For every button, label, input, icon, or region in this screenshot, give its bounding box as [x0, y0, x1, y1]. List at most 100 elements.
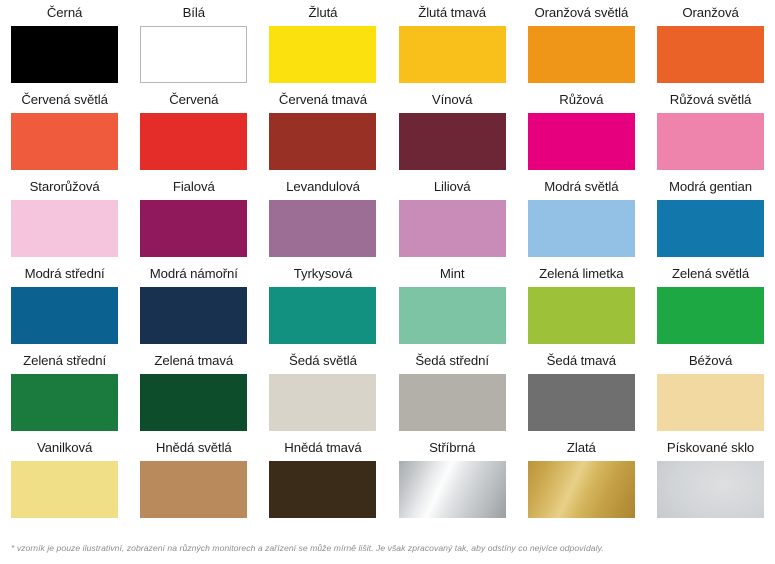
swatch-cell[interactable]: Modrá námořní: [129, 261, 258, 348]
swatch-cell[interactable]: Mint: [388, 261, 517, 348]
swatch-cell[interactable]: Starorůžová: [0, 174, 129, 261]
swatch-color-chip[interactable]: [11, 26, 119, 83]
swatch-color-chip[interactable]: [140, 200, 248, 257]
swatch-cell[interactable]: Hnědá tmavá: [258, 435, 387, 522]
swatch-label: Žlutá tmavá: [418, 5, 487, 20]
swatch-label: Červená tmavá: [278, 92, 368, 107]
swatch-color-chip[interactable]: [398, 287, 506, 344]
swatch-label: Vanilková: [36, 440, 93, 455]
swatch-cell[interactable]: Pískované sklo: [646, 435, 775, 522]
swatch-cell[interactable]: Tyrkysová: [258, 261, 387, 348]
swatch-label: Modrá střední: [24, 266, 105, 281]
swatch-color-chip[interactable]: [140, 374, 248, 431]
swatch-cell[interactable]: Liliová: [388, 174, 517, 261]
swatch-color-chip[interactable]: [527, 113, 635, 170]
swatch-label: Starorůžová: [29, 179, 100, 194]
swatch-cell[interactable]: Oranžová: [646, 0, 775, 87]
swatch-color-chip[interactable]: [657, 287, 765, 344]
swatch-cell[interactable]: Modrá střední: [0, 261, 129, 348]
swatch-label: Šedá střední: [415, 353, 489, 368]
swatch-cell[interactable]: Levandulová: [258, 174, 387, 261]
swatch-color-chip[interactable]: [398, 461, 506, 518]
swatch-cell[interactable]: Bílá: [129, 0, 258, 87]
swatch-color-chip[interactable]: [527, 374, 635, 431]
swatch-color-chip[interactable]: [657, 374, 765, 431]
swatch-color-chip[interactable]: [11, 374, 119, 431]
swatch-cell[interactable]: Červená tmavá: [258, 87, 387, 174]
swatch-cell[interactable]: Růžová světlá: [646, 87, 775, 174]
swatch-cell[interactable]: Žlutá: [258, 0, 387, 87]
swatch-label: Mint: [439, 266, 465, 281]
swatch-cell[interactable]: Fialová: [129, 174, 258, 261]
swatch-color-chip[interactable]: [11, 461, 119, 518]
swatch-cell[interactable]: Zlatá: [517, 435, 646, 522]
swatch-color-chip[interactable]: [269, 287, 377, 344]
swatch-label: Černá: [46, 5, 83, 20]
swatch-cell[interactable]: Zelená střední: [0, 348, 129, 435]
swatch-cell[interactable]: Zelená tmavá: [129, 348, 258, 435]
swatch-color-chip[interactable]: [11, 200, 119, 257]
swatch-color-chip[interactable]: [269, 26, 377, 83]
swatch-color-chip[interactable]: [527, 461, 635, 518]
swatch-cell[interactable]: Šedá světlá: [258, 348, 387, 435]
swatch-label: Modrá světlá: [544, 179, 619, 194]
swatch-cell[interactable]: Vanilková: [0, 435, 129, 522]
swatch-cell[interactable]: Oranžová světlá: [517, 0, 646, 87]
swatch-cell[interactable]: Stříbrná: [388, 435, 517, 522]
swatch-cell[interactable]: Růžová: [517, 87, 646, 174]
swatch-label: Bílá: [182, 5, 205, 20]
swatch-cell[interactable]: Šedá tmavá: [517, 348, 646, 435]
swatch-cell[interactable]: Šedá střední: [388, 348, 517, 435]
swatch-label: Červená světlá: [21, 92, 108, 107]
swatch-cell[interactable]: Modrá gentian: [646, 174, 775, 261]
swatch-cell[interactable]: Černá: [0, 0, 129, 87]
swatch-cell[interactable]: Hnědá světlá: [129, 435, 258, 522]
swatch-cell[interactable]: Žlutá tmavá: [388, 0, 517, 87]
swatch-label: Růžová: [559, 92, 604, 107]
swatch-cell[interactable]: Zelená limetka: [517, 261, 646, 348]
swatch-label: Oranžová: [682, 5, 739, 20]
swatch-color-chip[interactable]: [140, 113, 248, 170]
swatch-color-chip[interactable]: [140, 461, 248, 518]
swatch-label: Fialová: [172, 179, 215, 194]
swatch-color-chip[interactable]: [398, 200, 506, 257]
swatch-color-chip[interactable]: [657, 461, 765, 518]
swatch-label: Zelená tmavá: [154, 353, 234, 368]
swatch-color-chip[interactable]: [11, 113, 119, 170]
swatch-color-chip[interactable]: [269, 461, 377, 518]
swatch-color-chip[interactable]: [269, 374, 377, 431]
swatch-color-chip[interactable]: [398, 113, 506, 170]
swatch-label: Žlutá: [308, 5, 338, 20]
swatch-color-chip[interactable]: [398, 26, 506, 83]
swatch-label: Béžová: [688, 353, 733, 368]
swatch-color-chip[interactable]: [140, 26, 248, 83]
swatch-label: Růžová světlá: [669, 92, 752, 107]
swatch-label: Hnědá tmavá: [284, 440, 362, 455]
swatch-label: Červená: [169, 92, 219, 107]
color-swatch-grid: Černá Bílá Žlutá Žlutá tmavá Oranžová světlá…: [0, 0, 775, 522]
swatch-color-chip[interactable]: [527, 287, 635, 344]
swatch-color-chip[interactable]: [269, 113, 377, 170]
swatch-cell[interactable]: Modrá světlá: [517, 174, 646, 261]
swatch-cell[interactable]: Červená světlá: [0, 87, 129, 174]
swatch-label: Tyrkysová: [293, 266, 353, 281]
swatch-label: Zelená světlá: [671, 266, 750, 281]
swatch-cell[interactable]: Zelená světlá: [646, 261, 775, 348]
swatch-color-chip[interactable]: [398, 374, 506, 431]
swatch-color-chip[interactable]: [657, 113, 765, 170]
swatch-label: Šedá tmavá: [546, 353, 617, 368]
swatch-color-chip[interactable]: [527, 200, 635, 257]
swatch-color-chip[interactable]: [11, 287, 119, 344]
swatch-color-chip[interactable]: [657, 200, 765, 257]
swatch-cell[interactable]: Vínová: [388, 87, 517, 174]
swatch-cell[interactable]: Červená: [129, 87, 258, 174]
swatch-label: Zelená limetka: [539, 266, 624, 281]
swatch-color-chip[interactable]: [527, 26, 635, 83]
swatch-label: Zlatá: [566, 440, 596, 455]
swatch-label: Šedá světlá: [289, 353, 357, 368]
swatch-cell[interactable]: Béžová: [646, 348, 775, 435]
swatch-color-chip[interactable]: [269, 200, 377, 257]
swatch-color-chip[interactable]: [657, 26, 765, 83]
swatch-label: Vínová: [431, 92, 473, 107]
swatch-color-chip[interactable]: [140, 287, 248, 344]
